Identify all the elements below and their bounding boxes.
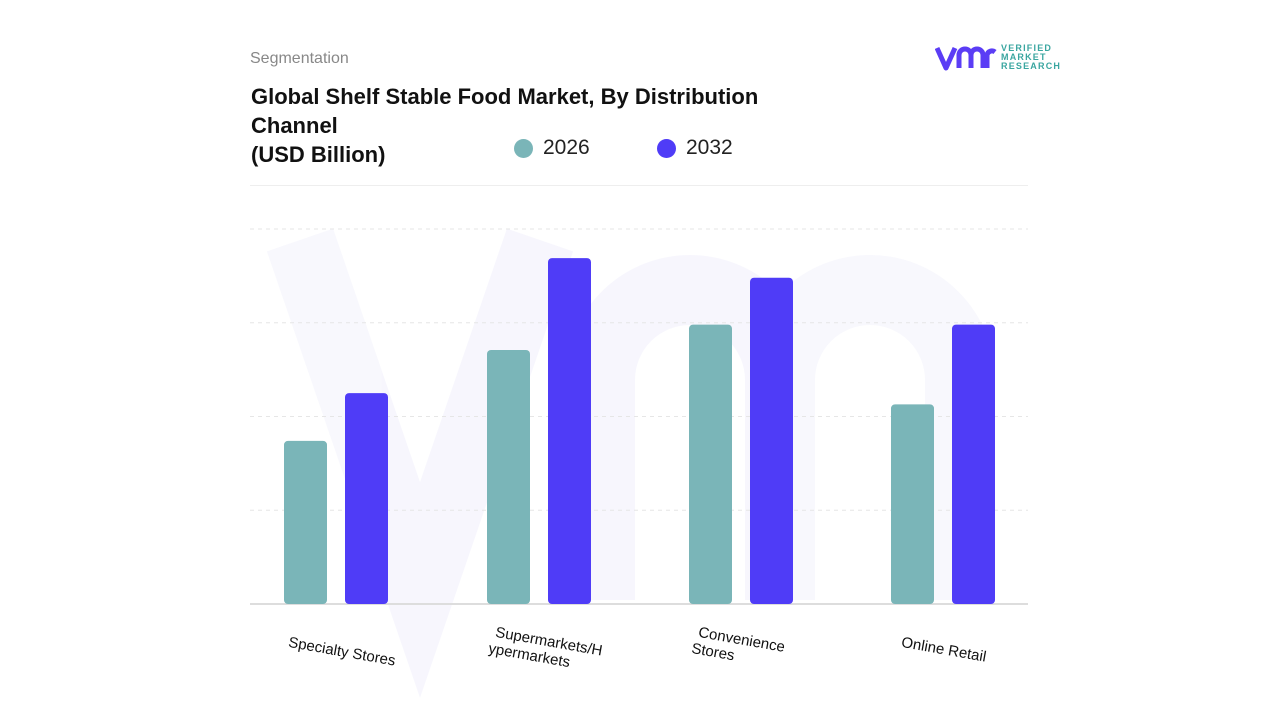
unit-text: (USD Billion) bbox=[251, 142, 386, 167]
bar-2026-3 bbox=[891, 404, 934, 604]
legend-dot-2032 bbox=[657, 138, 676, 158]
logo-line: MARKET bbox=[1001, 52, 1047, 62]
header-divider bbox=[250, 185, 1028, 186]
legend-dot-2026 bbox=[514, 138, 533, 158]
chart-title: Global Shelf Stable Food Market, By Dist… bbox=[251, 82, 851, 169]
title-text: Global Shelf Stable Food Market, By Dist… bbox=[251, 84, 759, 138]
segmentation-label: Segmentation bbox=[250, 50, 349, 67]
legend-label-2032: 2032 bbox=[686, 136, 733, 159]
logo-text: VERIFIED MARKET RESEARCH bbox=[1001, 44, 1061, 71]
bar-2032-1 bbox=[548, 258, 591, 604]
logo-line: VERIFIED bbox=[1001, 43, 1053, 53]
legend-item-2032: 2032 bbox=[657, 136, 733, 160]
bar-2032-0 bbox=[345, 393, 388, 604]
logo-line: RESEARCH bbox=[1001, 61, 1062, 71]
legend-label-2026: 2026 bbox=[543, 136, 590, 159]
bar-2032-2 bbox=[750, 277, 793, 604]
bar-2026-0 bbox=[284, 440, 327, 604]
bar-2026-1 bbox=[487, 349, 530, 604]
vmr-logo-icon bbox=[935, 46, 997, 70]
bar-2026-2 bbox=[689, 324, 732, 604]
legend-item-2026: 2026 bbox=[514, 136, 590, 160]
bar-2032-3 bbox=[952, 324, 995, 604]
watermark bbox=[300, 240, 960, 600]
vmr-logo: VERIFIED MARKET RESEARCH bbox=[935, 44, 1061, 71]
